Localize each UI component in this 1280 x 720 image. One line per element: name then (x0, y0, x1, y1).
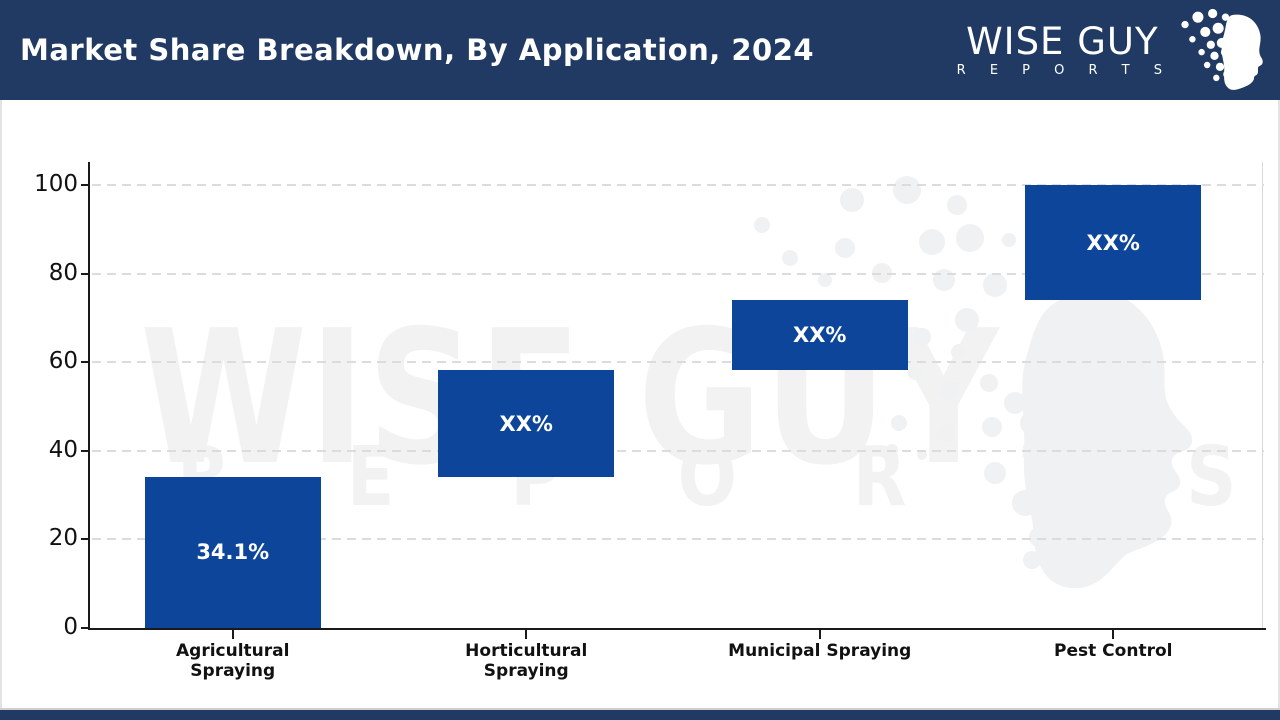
bar-value-label: XX% (499, 411, 553, 436)
y-tick-mark (81, 361, 89, 364)
x-tick-label: Pest Control (1054, 641, 1173, 661)
face-watermark (742, 160, 1212, 604)
footer-bar (0, 708, 1280, 720)
bar-value-label: 34.1% (196, 540, 270, 565)
x-tick-mark (1112, 630, 1115, 639)
x-axis-line (88, 628, 1266, 630)
gridline-100 (92, 184, 1264, 186)
header: Market Share Breakdown, By Application, … (0, 0, 1280, 100)
y-axis-line (88, 162, 90, 630)
bar-pest-control: XX% (1025, 185, 1202, 301)
bar-horticultural-spraying: XX% (438, 370, 615, 477)
y-tick-mark (81, 538, 89, 541)
logo-face-icon (1174, 4, 1266, 96)
gridline-40 (92, 449, 1264, 452)
y-tick-mark (81, 272, 89, 275)
bar-municipal-spraying: XX% (731, 300, 908, 371)
plot-right-border (1262, 162, 1263, 628)
bar-value-label: XX% (1086, 230, 1140, 255)
y-tick-label: 80 (48, 259, 78, 286)
y-tick-mark (81, 184, 89, 186)
page-title: Market Share Breakdown, By Application, … (20, 33, 815, 67)
brand-subname: R E P O R T S (956, 63, 1172, 78)
y-tick-label: 100 (34, 171, 78, 197)
y-tick-mark (81, 449, 89, 452)
bar-agricultural-spraying: 34.1% (144, 476, 321, 628)
x-tick-label: Agricultural Spraying (176, 641, 290, 681)
y-tick-label: 60 (48, 348, 78, 375)
y-tick-label: 20 (48, 525, 78, 552)
x-tick-label: Municipal Spraying (728, 641, 912, 661)
plot-area: 0 20 40 60 80 100 34.1% Agricultural Spraying XX%… (2, 100, 1280, 710)
x-tick-label: Horticultural Spraying (465, 641, 588, 681)
brand-name: WISE GUY (966, 20, 1159, 63)
x-tick-mark (818, 630, 821, 639)
chart-canvas: WISE GUY R E P O R T S (0, 100, 1280, 710)
y-tick-mark (81, 627, 89, 629)
gridline-60 (92, 361, 1264, 364)
y-tick-label: 40 (48, 436, 78, 463)
x-tick-mark (231, 630, 234, 639)
gridline-80 (92, 272, 1264, 275)
y-tick-label: 0 (63, 614, 78, 640)
gridline-20 (92, 538, 1264, 541)
brand-logo: WISE GUY R E P O R T S (953, 4, 1266, 96)
bar-value-label: XX% (793, 323, 847, 348)
x-tick-mark (525, 630, 528, 639)
brand-logo-text: WISE GUY R E P O R T S (953, 23, 1172, 77)
